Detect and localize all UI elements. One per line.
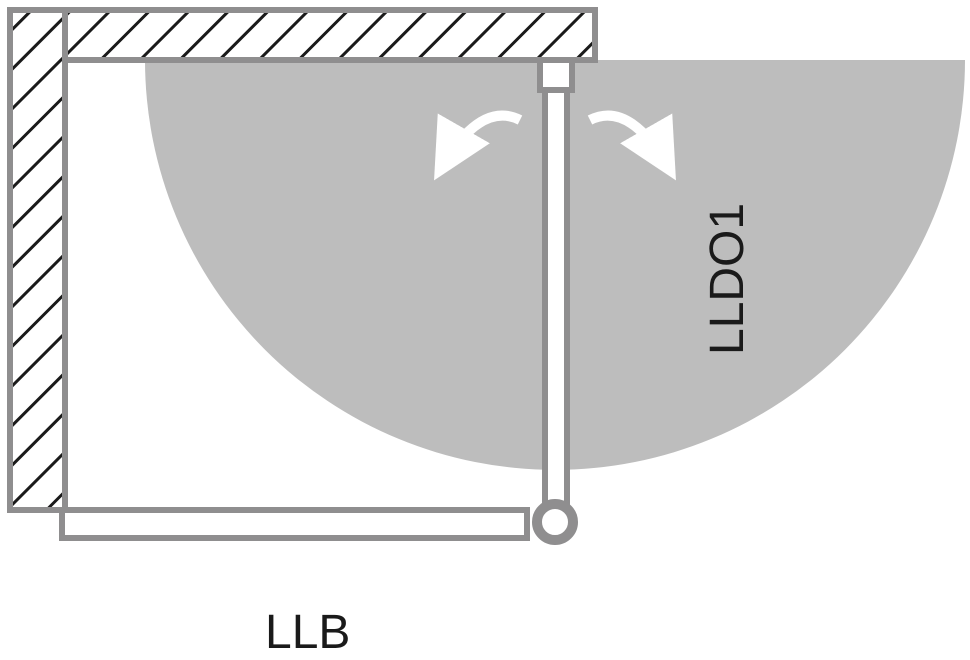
fixed-panel [62, 510, 527, 538]
door-top-block [540, 60, 572, 90]
label-panel: LLB [265, 605, 350, 660]
pivot [537, 504, 573, 540]
diagram-svg [0, 0, 970, 650]
door-panel [545, 62, 567, 508]
diagram-canvas: LLB LLDO1 [0, 0, 970, 650]
label-door: LLDO1 [700, 203, 755, 355]
